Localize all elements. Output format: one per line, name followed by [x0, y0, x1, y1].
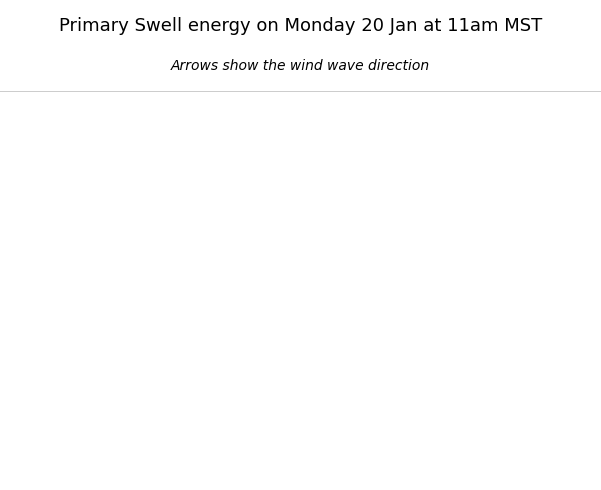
Text: Primary Swell energy on Monday 20 Jan at 11am MST: Primary Swell energy on Monday 20 Jan at…	[59, 17, 542, 35]
Text: Arrows show the wind wave direction: Arrows show the wind wave direction	[171, 59, 430, 73]
